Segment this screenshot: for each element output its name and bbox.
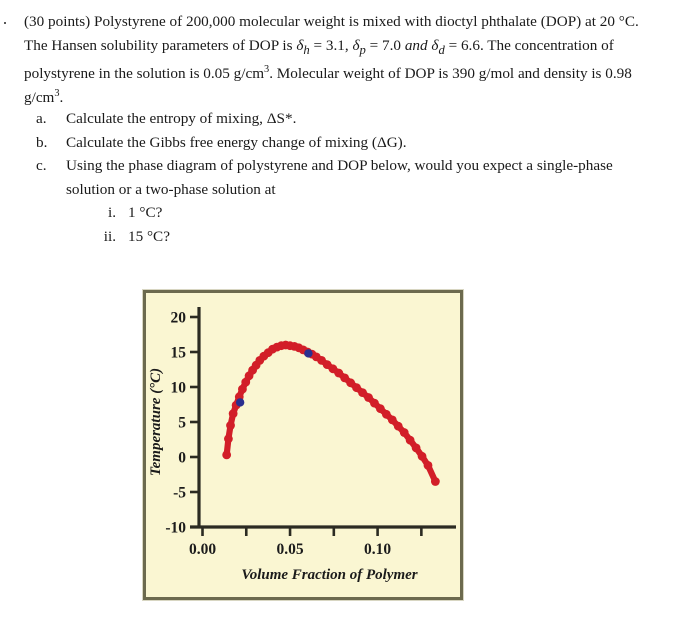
subpart-i-text: 1 °C? (128, 204, 163, 221)
question-paragraph: (30 points) Polystyrene of 200,000 molec… (24, 10, 662, 109)
question-subpart-i: i. 1 °C? (66, 201, 466, 225)
data-point (430, 477, 440, 486)
y-tick-label: 10 (171, 380, 187, 397)
data-point (228, 409, 238, 418)
data-point (222, 450, 232, 460)
lead-bullet-dot (4, 22, 6, 24)
y-tick-label: 20 (171, 310, 187, 327)
x-tick-label: 0.05 (276, 541, 303, 558)
question-parts-list: a. Calculate the entropy of mixing, ΔS*.… (36, 107, 656, 248)
data-point (224, 434, 233, 444)
question-paragraph-text: (30 points) Polystyrene of 200,000 molec… (24, 13, 639, 106)
question-subparts-list: i. 1 °C? ii. 15 °C? (66, 201, 466, 248)
data-point (393, 421, 403, 431)
part-a-text: Calculate the entropy of mixing, ΔS*. (66, 110, 297, 127)
data-point (417, 451, 427, 461)
subpart-i-marker: i. (107, 204, 116, 221)
question-subpart-ii: ii. 15 °C? (66, 225, 466, 249)
data-point (370, 398, 379, 408)
question-part-b: b. Calculate the Gibbs free energy chang… (36, 131, 656, 155)
data-point (226, 421, 235, 430)
y-tick-label: 5 (178, 415, 186, 432)
data-point (358, 388, 367, 397)
question-part-a: a. Calculate the entropy of mixing, ΔS*. (36, 107, 656, 131)
y-tick-label: -10 (165, 520, 186, 537)
x-tick-label: 0.00 (189, 541, 216, 558)
part-b-text: Calculate the Gibbs free energy change o… (66, 133, 407, 151)
plot-axes (190, 307, 456, 536)
data-point (334, 368, 344, 378)
highlight-data-point (235, 398, 245, 407)
data-point (381, 409, 391, 419)
part-c-text: Using the phase diagram of polystyrene a… (66, 157, 613, 198)
subpart-ii-marker: ii. (103, 227, 116, 245)
data-point (375, 404, 385, 414)
phase-diagram-figure: -10 -5 0 5 10 15 20 0.00 0.05 0.10 Volume Fraction… (143, 290, 463, 600)
subpart-ii-text: 15 °C? (128, 227, 170, 245)
data-point (364, 393, 373, 402)
highlight-data-point (304, 349, 313, 358)
data-point (423, 461, 433, 470)
x-tick-label: 0.10 (364, 541, 391, 558)
question-part-c: c. Using the phase diagram of polystyren… (36, 154, 656, 248)
data-point (411, 443, 421, 453)
part-b-marker: b. (36, 133, 48, 151)
x-axis-title: Volume Fraction of Polymer (241, 567, 417, 583)
data-point (352, 383, 361, 393)
y-tick-label: -5 (173, 485, 186, 502)
data-point (340, 373, 350, 383)
data-point (405, 435, 415, 445)
y-tick-label: 0 (178, 450, 186, 467)
data-point (387, 415, 397, 425)
phase-diagram-plot: -10 -5 0 5 10 15 20 0.00 0.05 0.10 Volume Fraction… (148, 307, 456, 583)
y-axis-title: Temperature (°C) (148, 368, 164, 476)
part-c-marker: c. (36, 157, 47, 174)
plot-labels: -10 -5 0 5 10 15 20 0.00 0.05 0.10 Volume Fraction… (148, 310, 418, 583)
plot-series (222, 340, 440, 486)
data-point (238, 384, 247, 394)
data-point (399, 428, 409, 437)
data-point (346, 378, 356, 388)
part-a-marker: a. (36, 110, 47, 127)
y-tick-label: 15 (171, 345, 187, 362)
